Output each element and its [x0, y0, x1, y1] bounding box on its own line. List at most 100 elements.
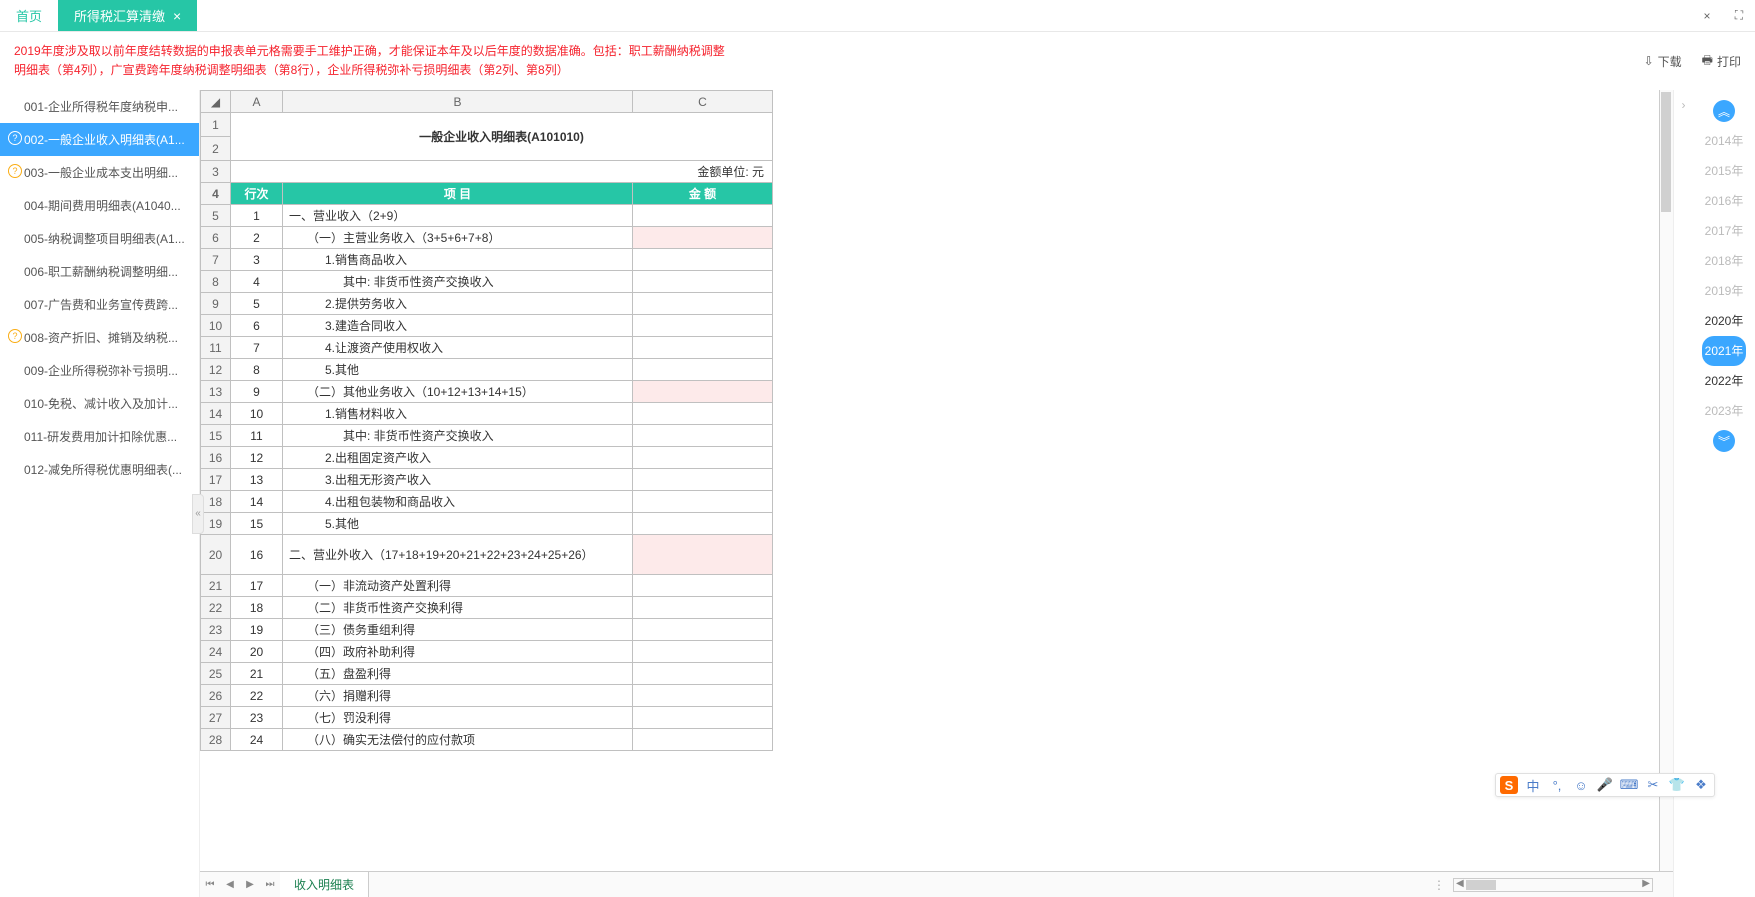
- amount-cell[interactable]: [633, 491, 773, 513]
- corner-cell[interactable]: ◢: [201, 91, 231, 113]
- seq-cell[interactable]: 15: [231, 513, 283, 535]
- year-scroll-up[interactable]: ︽: [1713, 100, 1735, 122]
- expand-icon[interactable]: ⛶: [1723, 0, 1755, 31]
- tab-tax-settlement[interactable]: 所得税汇算清缴 ×: [58, 0, 197, 31]
- seq-cell[interactable]: 24: [231, 729, 283, 751]
- sidebar-item-0[interactable]: 001-企业所得税年度纳税申...: [0, 90, 199, 123]
- amount-cell[interactable]: [633, 315, 773, 337]
- row-header[interactable]: 13: [201, 381, 231, 403]
- sidebar-item-4[interactable]: 005-纳税调整项目明细表(A1...: [0, 222, 199, 255]
- amount-cell[interactable]: [633, 707, 773, 729]
- year-2020年[interactable]: 2020年: [1702, 306, 1746, 336]
- seq-cell[interactable]: 2: [231, 227, 283, 249]
- col-header-b[interactable]: B: [283, 91, 633, 113]
- seq-cell[interactable]: 16: [231, 535, 283, 575]
- item-cell[interactable]: 其中: 非货币性资产交换收入: [283, 271, 633, 293]
- item-cell[interactable]: 其中: 非货币性资产交换收入: [283, 425, 633, 447]
- row-header[interactable]: 8: [201, 271, 231, 293]
- row-header[interactable]: 14: [201, 403, 231, 425]
- seq-cell[interactable]: 6: [231, 315, 283, 337]
- seq-cell[interactable]: 22: [231, 685, 283, 707]
- amount-cell[interactable]: [633, 535, 773, 575]
- item-cell[interactable]: （七）罚没利得: [283, 707, 633, 729]
- seq-cell[interactable]: 17: [231, 575, 283, 597]
- download-button[interactable]: ⇩ 下载: [1644, 53, 1682, 70]
- seq-cell[interactable]: 3: [231, 249, 283, 271]
- window-close-icon[interactable]: ×: [1691, 0, 1723, 31]
- row-header[interactable]: 3: [201, 161, 231, 183]
- col-header-c[interactable]: C: [633, 91, 773, 113]
- row-header[interactable]: 9: [201, 293, 231, 315]
- ime-voice-icon[interactable]: 🎤: [1596, 776, 1614, 794]
- ime-lang-icon[interactable]: 中: [1524, 776, 1542, 794]
- row-header[interactable]: 18: [201, 491, 231, 513]
- seq-cell[interactable]: 12: [231, 447, 283, 469]
- year-2014年[interactable]: 2014年: [1702, 126, 1746, 156]
- amount-cell[interactable]: [633, 337, 773, 359]
- ime-skin-icon[interactable]: 👕: [1668, 776, 1686, 794]
- item-cell[interactable]: （八）确实无法偿付的应付款项: [283, 729, 633, 751]
- sidebar-item-8[interactable]: 009-企业所得税弥补亏损明...: [0, 354, 199, 387]
- item-cell[interactable]: （四）政府补助利得: [283, 641, 633, 663]
- seq-cell[interactable]: 10: [231, 403, 283, 425]
- amount-cell[interactable]: [633, 249, 773, 271]
- year-scroll-down[interactable]: ︾: [1713, 430, 1735, 452]
- row-header[interactable]: 16: [201, 447, 231, 469]
- row-header[interactable]: 6: [201, 227, 231, 249]
- amount-cell[interactable]: [633, 381, 773, 403]
- sheet-nav-next[interactable]: ▶: [240, 879, 260, 890]
- item-cell[interactable]: （一）主营业务收入（3+5+6+7+8）: [283, 227, 633, 249]
- row-header[interactable]: 10: [201, 315, 231, 337]
- year-2022年[interactable]: 2022年: [1702, 366, 1746, 396]
- amount-cell[interactable]: [633, 663, 773, 685]
- row-header[interactable]: 4: [201, 183, 231, 205]
- tab-home[interactable]: 首页: [0, 0, 58, 31]
- seq-cell[interactable]: 4: [231, 271, 283, 293]
- item-cell[interactable]: （五）盘盈利得: [283, 663, 633, 685]
- amount-cell[interactable]: [633, 619, 773, 641]
- item-cell[interactable]: （三）债务重组利得: [283, 619, 633, 641]
- row-header[interactable]: 11: [201, 337, 231, 359]
- sidebar-item-1[interactable]: 002-一般企业收入明细表(A1...: [0, 123, 199, 156]
- year-2015年[interactable]: 2015年: [1702, 156, 1746, 186]
- seq-cell[interactable]: 13: [231, 469, 283, 491]
- row-header[interactable]: 12: [201, 359, 231, 381]
- amount-cell[interactable]: [633, 469, 773, 491]
- seq-cell[interactable]: 20: [231, 641, 283, 663]
- sidebar-collapse-handle[interactable]: «: [192, 494, 204, 534]
- row-header[interactable]: 5: [201, 205, 231, 227]
- row-header[interactable]: 23: [201, 619, 231, 641]
- item-cell[interactable]: 二、营业外收入（17+18+19+20+21+22+23+24+25+26）: [283, 535, 633, 575]
- amount-cell[interactable]: [633, 403, 773, 425]
- year-2018年[interactable]: 2018年: [1702, 246, 1746, 276]
- amount-cell[interactable]: [633, 597, 773, 619]
- item-cell[interactable]: （六）捐赠利得: [283, 685, 633, 707]
- row-header[interactable]: 15: [201, 425, 231, 447]
- sidebar-item-3[interactable]: 004-期间费用明细表(A1040...: [0, 189, 199, 222]
- item-cell[interactable]: 5.其他: [283, 359, 633, 381]
- ime-logo-icon[interactable]: S: [1500, 776, 1518, 794]
- year-2017年[interactable]: 2017年: [1702, 216, 1746, 246]
- item-cell[interactable]: 一、营业收入（2+9）: [283, 205, 633, 227]
- amount-cell[interactable]: [633, 447, 773, 469]
- amount-cell[interactable]: [633, 575, 773, 597]
- item-cell[interactable]: 4.让渡资产使用权收入: [283, 337, 633, 359]
- col-header-a[interactable]: A: [231, 91, 283, 113]
- item-cell[interactable]: （二）非货币性资产交换利得: [283, 597, 633, 619]
- year-2019年[interactable]: 2019年: [1702, 276, 1746, 306]
- sidebar-item-5[interactable]: 006-职工薪酬纳税调整明细...: [0, 255, 199, 288]
- sheet-nav-prev[interactable]: ◀: [220, 879, 240, 890]
- row-header[interactable]: 26: [201, 685, 231, 707]
- seq-cell[interactable]: 11: [231, 425, 283, 447]
- row-header[interactable]: 19: [201, 513, 231, 535]
- seq-cell[interactable]: 9: [231, 381, 283, 403]
- sidebar-item-10[interactable]: 011-研发费用加计扣除优惠...: [0, 420, 199, 453]
- row-header[interactable]: 1: [201, 113, 231, 137]
- amount-cell[interactable]: [633, 685, 773, 707]
- ime-more-icon[interactable]: ❖: [1692, 776, 1710, 794]
- item-cell[interactable]: （一）非流动资产处置利得: [283, 575, 633, 597]
- item-cell[interactable]: 4.出租包装物和商品收入: [283, 491, 633, 513]
- seq-cell[interactable]: 21: [231, 663, 283, 685]
- chevron-right-icon[interactable]: ›: [1682, 98, 1686, 112]
- split-handle-icon[interactable]: ⋮: [1433, 878, 1445, 892]
